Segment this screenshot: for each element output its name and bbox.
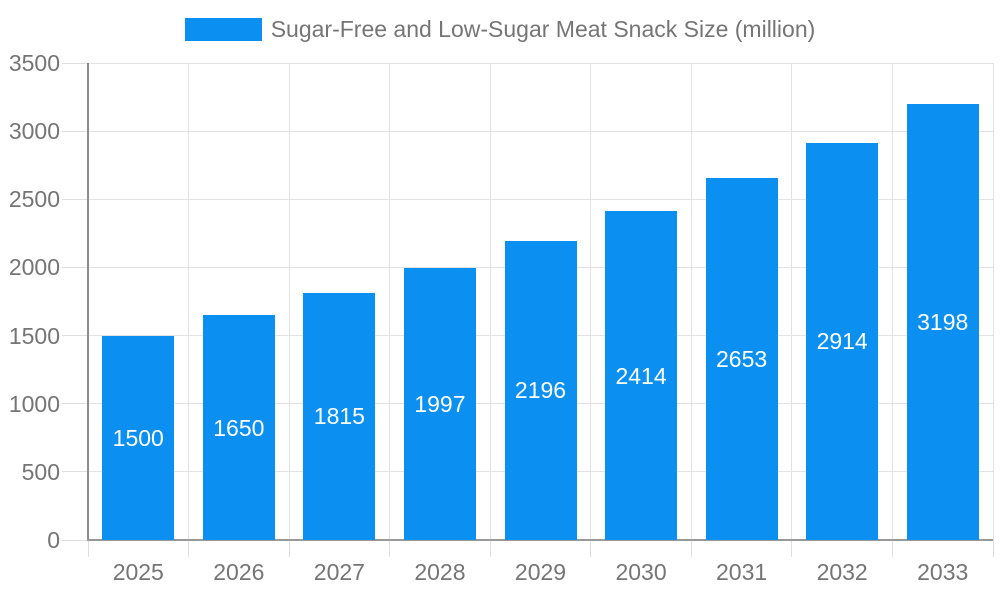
x-axis-tick [188,540,190,557]
y-axis-tick [62,335,88,337]
x-axis-tick-label: 2026 [213,559,265,585]
y-gridline [88,198,993,200]
y-axis-tick-label: 3500 [8,50,60,76]
bar-2030[interactable] [605,211,678,540]
y-axis-tick [62,403,88,405]
x-gridline [188,63,190,540]
y-gridline [88,130,993,132]
x-axis-tick [992,540,994,557]
y-gridline [88,62,993,64]
x-axis-tick-label: 2025 [112,559,164,585]
bar-2033[interactable] [906,104,979,540]
y-axis-tick-label: 1000 [8,390,60,417]
bar-value-label: 1997 [414,390,466,417]
bar-2031[interactable] [705,178,778,540]
bar-2028[interactable] [403,267,476,540]
bar-value-label: 2196 [514,377,567,404]
x-axis-tick [389,540,391,557]
x-axis-tick-label: 2031 [716,559,768,585]
x-gridline [389,63,391,540]
y-axis-tick-label: 3000 [8,118,60,145]
x-gridline [791,63,793,540]
x-axis-tick-label: 2029 [514,559,567,585]
x-axis-tick-label: 2027 [313,559,365,585]
bar-value-label: 2914 [816,328,868,355]
x-axis-tick-label: 2028 [414,559,466,585]
bar-value-label: 1650 [213,414,265,441]
x-axis-line [87,539,993,541]
x-axis-tick-label: 2033 [917,559,969,585]
x-axis-tick [690,540,692,557]
y-axis-tick [62,266,88,268]
bar-value-label: 1500 [112,424,164,451]
x-gridline [992,63,994,540]
x-axis-tick-label: 2030 [615,559,667,585]
x-axis-tick [489,540,491,557]
y-axis-tick [62,471,88,473]
x-axis-tick-label: 2032 [816,559,868,585]
y-axis-tick [62,539,88,541]
y-axis-tick-label: 2000 [8,254,60,281]
y-axis-tick-label: 500 [21,458,60,485]
y-axis-tick [62,198,88,200]
bar-2025[interactable] [102,335,175,540]
bar-2026[interactable] [202,315,275,540]
legend-swatch-icon [184,17,262,41]
bar-value-label: 1815 [313,403,365,430]
bar-value-label: 3198 [917,309,969,336]
x-gridline [288,63,290,540]
bar-value-label: 2653 [716,346,768,373]
x-gridline [891,63,893,540]
y-axis-tick-label: 1500 [8,322,60,349]
bar-2029[interactable] [504,240,577,540]
y-axis-tick-label: 0 [47,527,60,553]
y-axis-tick-label: 2500 [8,186,60,213]
bar-value-label: 2414 [615,362,667,389]
x-gridline [489,63,491,540]
bar-2027[interactable] [303,292,376,540]
x-axis-tick [791,540,793,557]
x-axis-tick [87,540,89,557]
y-axis-tick [62,62,88,64]
x-gridline [590,63,592,540]
x-axis-tick [288,540,290,557]
x-gridline [690,63,692,540]
legend-label: Sugar-Free and Low-Sugar Meat Snack Size… [270,15,816,42]
y-axis-line [87,63,89,540]
y-axis-tick [62,130,88,132]
bar-2032[interactable] [806,142,879,540]
x-axis-tick [590,540,592,557]
legend[interactable]: Sugar-Free and Low-Sugar Meat Snack Size… [0,14,1000,44]
x-axis-tick [891,540,893,557]
